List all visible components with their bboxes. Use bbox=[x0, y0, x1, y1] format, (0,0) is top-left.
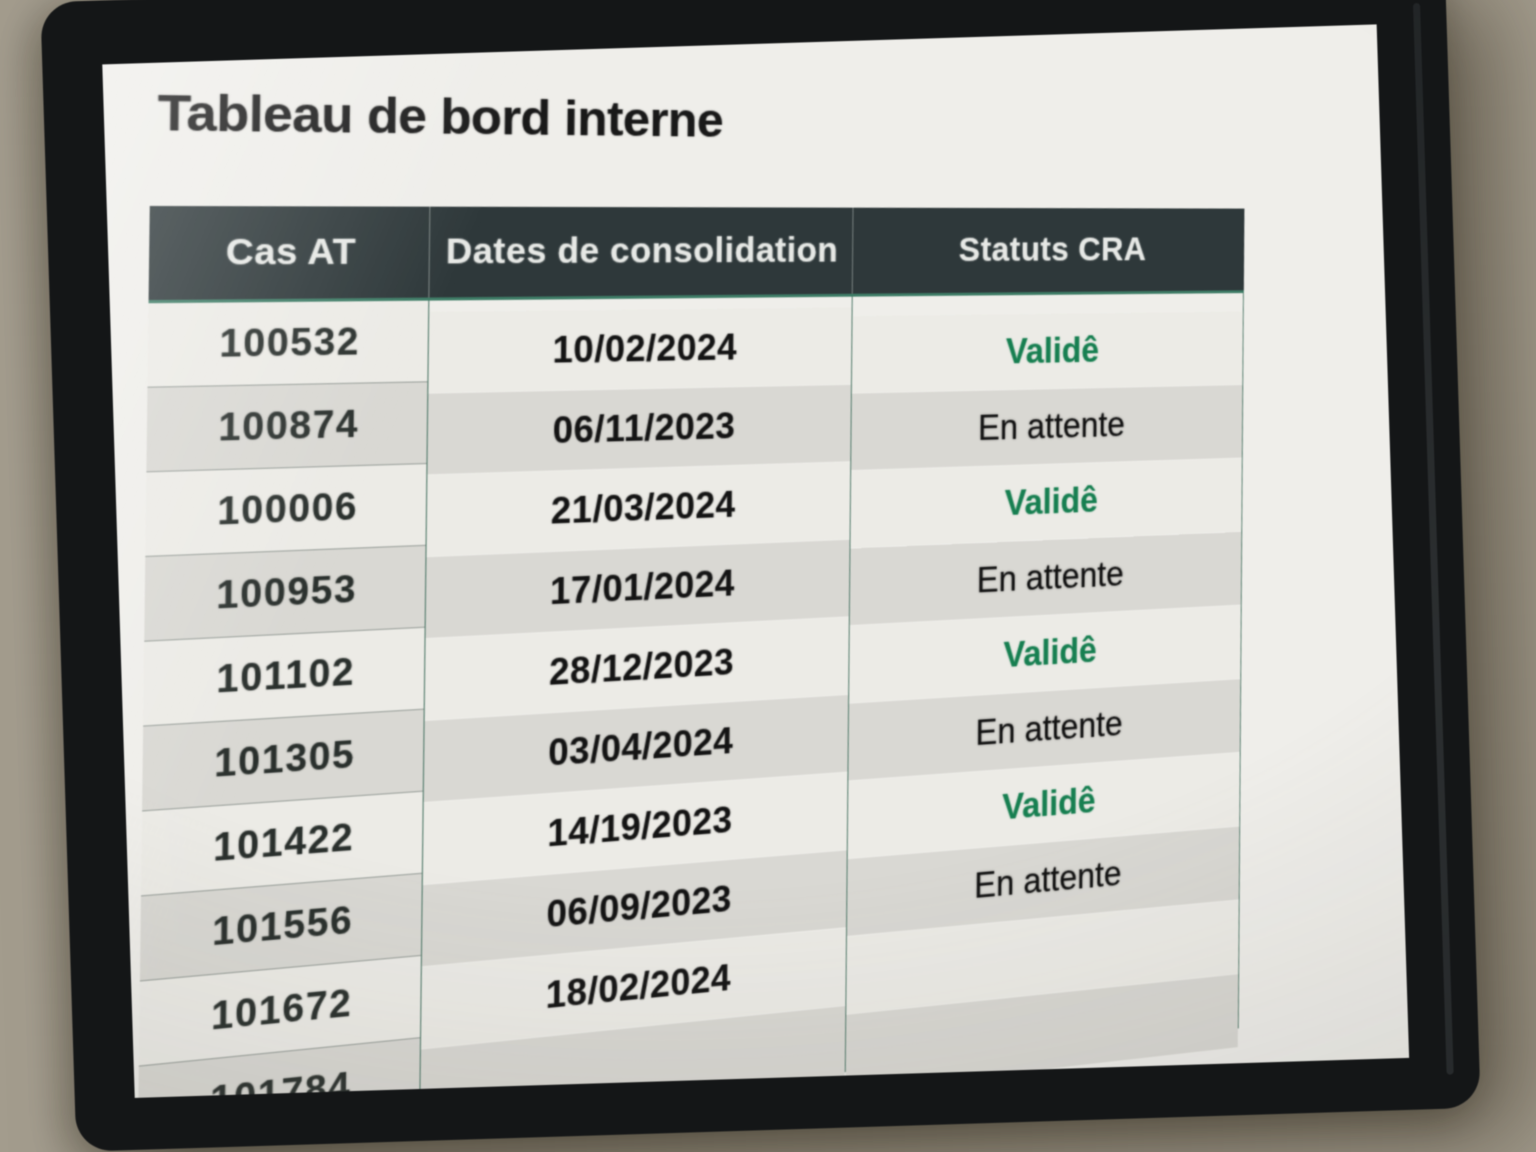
page-title: Tableau de bord interne bbox=[157, 84, 724, 148]
cell-cas: 100006 bbox=[145, 463, 427, 557]
laptop-screen: Tableau de bord interne Cas AT Dates de … bbox=[102, 24, 1410, 1098]
table-header-row: Cas AT Dates de consolidation Statuts CR… bbox=[148, 206, 1244, 302]
laptop-bezel: Tableau de bord interne Cas AT Dates de … bbox=[40, 0, 1481, 1152]
dashboard-page: Tableau de bord interne Cas AT Dates de … bbox=[102, 32, 1326, 1098]
cell-statut: Validê bbox=[851, 310, 1244, 394]
cell-cas: 100953 bbox=[144, 545, 427, 642]
bezel-edge-highlight bbox=[1412, 3, 1454, 1075]
table-body: 100532 10/02/2024 Validê 100874 06/11/2023 En… bbox=[137, 292, 1244, 1098]
cell-date: 06/11/2023 bbox=[426, 384, 852, 476]
column-header-statuts: Statuts CRA bbox=[852, 207, 1244, 296]
column-header-dates: Dates de consolidation bbox=[428, 206, 854, 300]
cell-cas: 100874 bbox=[146, 382, 428, 473]
dashboard-table: Cas AT Dates de consolidation Statuts CR… bbox=[137, 206, 1245, 1098]
column-header-cas-at: Cas AT bbox=[148, 206, 430, 302]
cell-date: 10/02/2024 bbox=[427, 306, 853, 394]
cell-cas: 100532 bbox=[147, 299, 429, 388]
table-row: 100532 10/02/2024 Validê bbox=[147, 292, 1244, 394]
cell-statut: En attente bbox=[851, 384, 1243, 471]
